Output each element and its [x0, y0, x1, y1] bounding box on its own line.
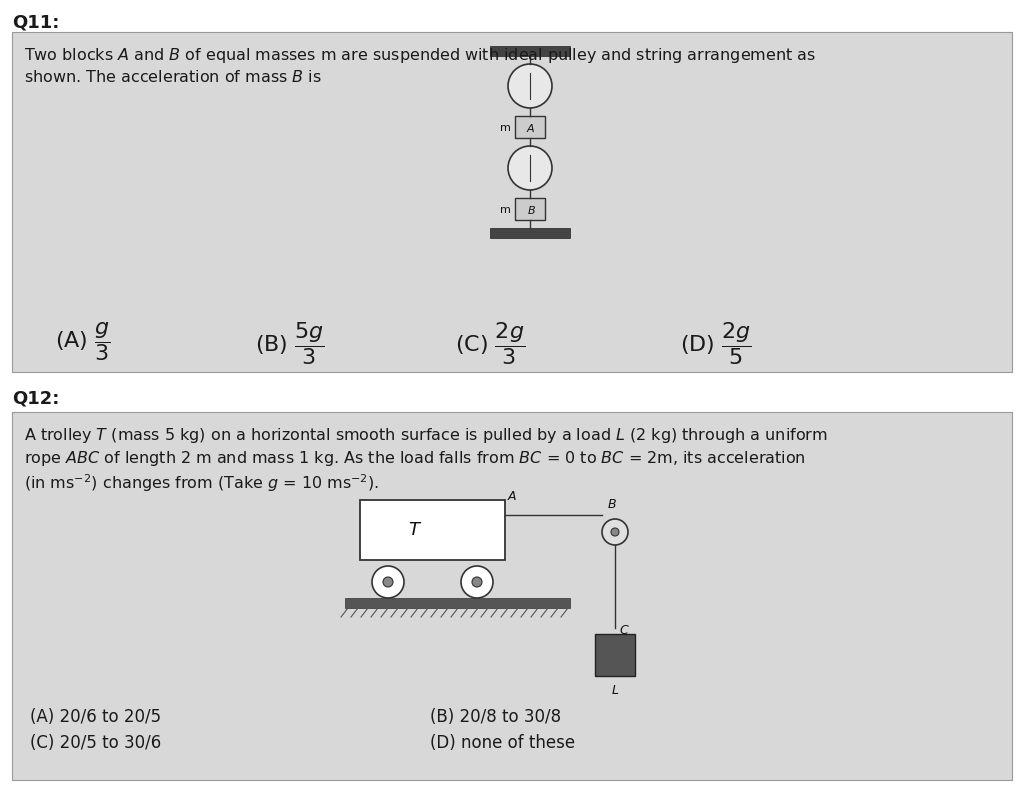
Text: shown. The acceleration of mass $B$ is: shown. The acceleration of mass $B$ is: [24, 69, 322, 85]
Circle shape: [602, 519, 628, 545]
Text: m: m: [500, 123, 511, 133]
Text: $C$: $C$: [618, 624, 630, 637]
Bar: [515, 198, 545, 220]
Circle shape: [372, 566, 404, 598]
Circle shape: [383, 577, 393, 587]
Text: $T$: $T$: [408, 521, 422, 539]
Text: $L$: $L$: [611, 684, 620, 697]
Text: $A$: $A$: [526, 122, 536, 134]
Text: (D) $\dfrac{2g}{5}$: (D) $\dfrac{2g}{5}$: [680, 320, 752, 367]
Text: Q12:: Q12:: [12, 390, 59, 408]
Text: (in ms$^{-2}$) changes from (Take $g$ = 10 ms$^{-2}$).: (in ms$^{-2}$) changes from (Take $g$ = …: [24, 472, 379, 494]
Text: (D) none of these: (D) none of these: [430, 734, 575, 752]
Bar: [360, 500, 505, 560]
Text: $B$: $B$: [607, 498, 616, 511]
Bar: [490, 228, 570, 238]
Circle shape: [508, 64, 552, 108]
Circle shape: [508, 146, 552, 190]
Bar: [515, 116, 545, 138]
Bar: [490, 46, 570, 56]
Circle shape: [472, 577, 482, 587]
Text: rope $ABC$ of length 2 m and mass 1 kg. As the load falls from $BC$ = 0 to $BC$ : rope $ABC$ of length 2 m and mass 1 kg. …: [24, 449, 806, 468]
Text: (A) 20/6 to 20/5: (A) 20/6 to 20/5: [30, 708, 161, 726]
Text: $A$: $A$: [507, 490, 517, 503]
Bar: [345, 598, 570, 608]
Bar: [12, 32, 1012, 372]
Text: (C) $\dfrac{2g}{3}$: (C) $\dfrac{2g}{3}$: [455, 320, 525, 367]
Text: (A) $\dfrac{g}{3}$: (A) $\dfrac{g}{3}$: [55, 320, 111, 363]
Text: (B) 20/8 to 30/8: (B) 20/8 to 30/8: [430, 708, 561, 726]
Bar: [12, 412, 1012, 780]
Text: Two blocks $A$ and $B$ of equal masses m are suspended with ideal pulley and str: Two blocks $A$ and $B$ of equal masses m…: [24, 46, 816, 65]
Bar: [595, 634, 635, 676]
Circle shape: [611, 528, 618, 536]
Text: (C) 20/5 to 30/6: (C) 20/5 to 30/6: [30, 734, 161, 752]
Text: m: m: [500, 205, 511, 215]
Text: (B) $\dfrac{5g}{3}$: (B) $\dfrac{5g}{3}$: [255, 320, 325, 367]
Text: Q11:: Q11:: [12, 14, 59, 32]
Text: A trolley $T$ (mass 5 kg) on a horizontal smooth surface is pulled by a load $L$: A trolley $T$ (mass 5 kg) on a horizonta…: [24, 426, 827, 445]
Circle shape: [461, 566, 493, 598]
Text: $B$: $B$: [526, 204, 536, 216]
